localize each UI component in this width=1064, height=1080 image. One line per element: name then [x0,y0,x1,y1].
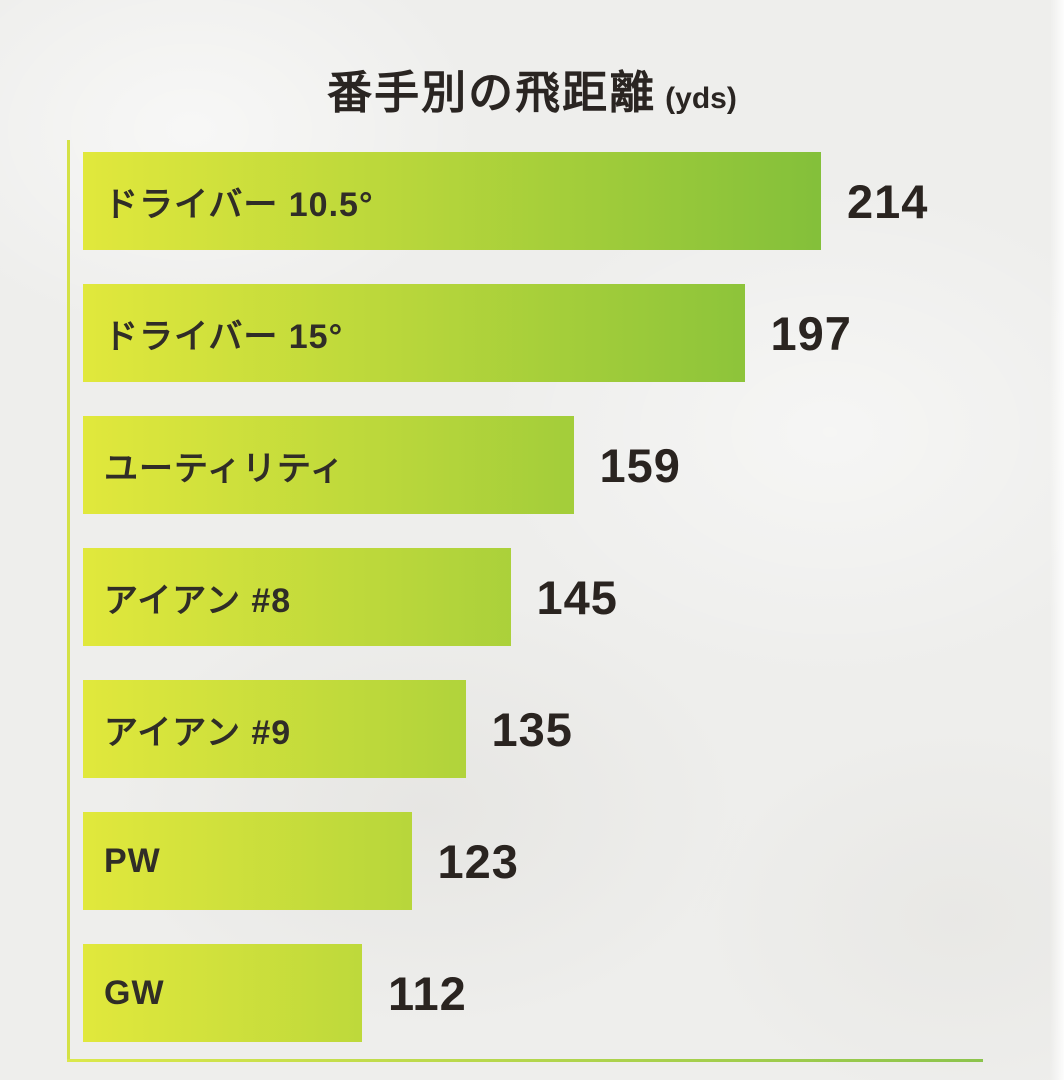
bar-label: ドライバー 10.5° [104,185,374,224]
bar-label: ユーティリティ [104,449,345,488]
bar-label: アイアン #9 [104,713,292,752]
x-axis-line [67,1059,983,1062]
chart-title: 番手別の飛距離 (yds) [0,56,1064,121]
bar-row: アイアン #8 145 [83,548,928,646]
bar: GW [83,944,362,1042]
bar-row: PW 123 [83,812,928,910]
bar-value: 159 [599,438,681,492]
bar-label: GW [104,973,165,1012]
bar-row: アイアン #9 135 [83,680,928,778]
chart-title-text: 番手別の飛距離 [327,67,657,118]
y-axis-line [67,140,70,1062]
bar-value: 123 [437,834,519,888]
bar-row: GW 112 [83,944,928,1042]
bar-value: 145 [536,570,618,624]
bar: PW [83,812,412,910]
bar-label: PW [104,841,161,880]
bar-label: ドライバー 15° [104,317,344,356]
bar-label: アイアン #8 [104,581,292,620]
bar: ドライバー 10.5° [83,152,821,250]
bar: アイアン #9 [83,680,466,778]
bar-row: ドライバー 10.5° 214 [83,152,928,250]
bar-row: ユーティリティ 159 [83,416,928,514]
bar: ドライバー 15° [83,284,745,382]
bar-value: 112 [388,966,467,1020]
chart-title-unit: (yds) [665,82,737,115]
chart-rows: ドライバー 10.5° 214 ドライバー 15° 197 ユーティリティ 159 アイアン… [83,152,928,1076]
bar: ユーティリティ [83,416,574,514]
bar-row: ドライバー 15° 197 [83,284,928,382]
bar-value: 135 [491,702,573,756]
paper-edge-highlight [1050,0,1064,1080]
bar-value: 197 [770,306,852,360]
bar: アイアン #8 [83,548,511,646]
bar-value: 214 [847,174,929,228]
